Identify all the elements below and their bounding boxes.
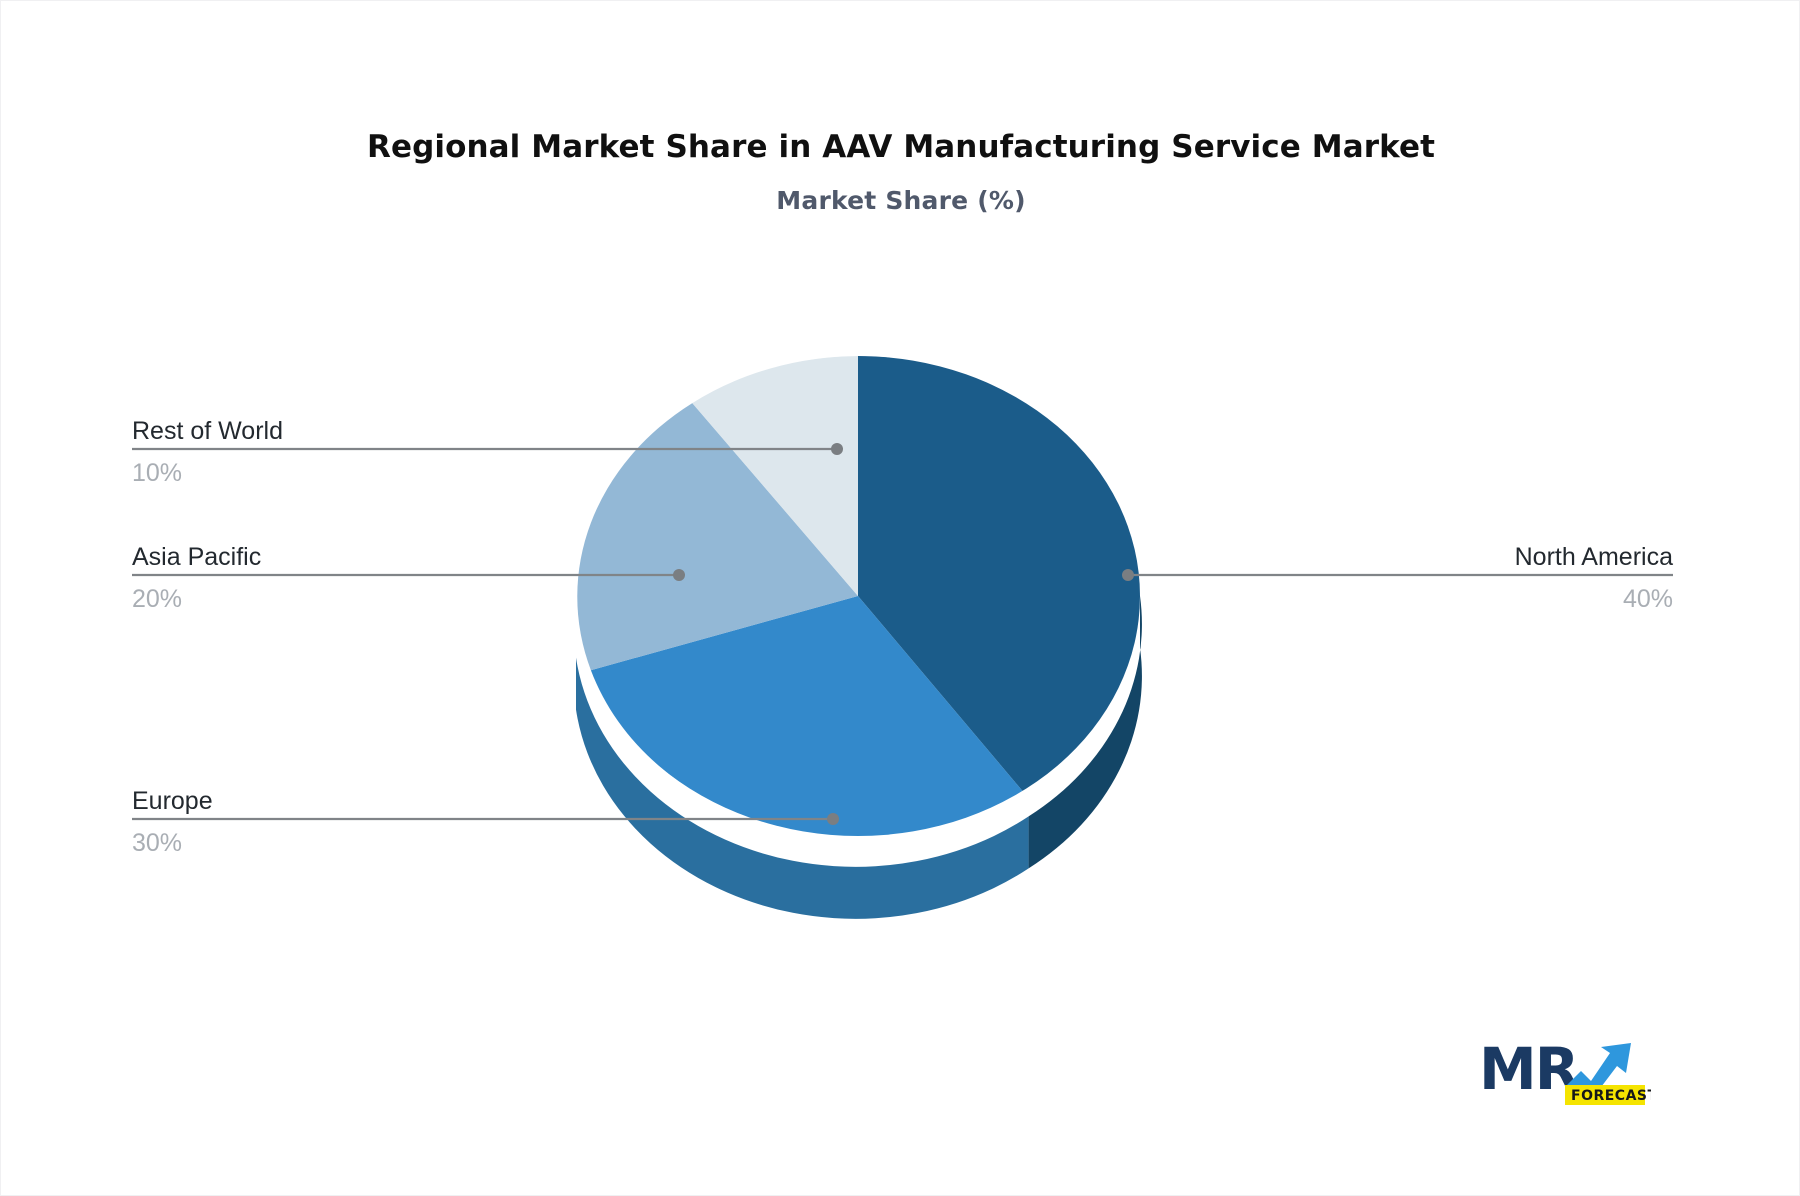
chart-title: Regional Market Share in AAV Manufacturi…: [366, 129, 1436, 165]
pie-slice-side-europe: [576, 596, 1029, 919]
callout-value-europe: 30%: [132, 829, 183, 857]
callout-rest-of-world: Rest of World 10%: [132, 416, 283, 488]
pie-slice-side-north-america: [1028, 596, 1142, 869]
callout-label-asia-pacific: Asia Pacific: [132, 543, 262, 571]
chart-subtitle: Market Share (%): [776, 186, 1026, 215]
pie-slice-europe[interactable]: [590, 596, 1024, 837]
logo-tag-text: FORECAST: [1571, 1088, 1651, 1104]
callout-north-america: North America 40%: [1515, 542, 1673, 614]
callout-label-europe: Europe: [132, 787, 213, 815]
pie-slice-asia-pacific[interactable]: [577, 403, 858, 671]
pie-slice-north-america[interactable]: [858, 356, 1144, 793]
pie-svg: [576, 356, 1144, 919]
pie-slice-rest-of-world[interactable]: [692, 356, 858, 596]
pie-chart: [576, 356, 1236, 976]
logo-tag-bg: [1565, 1085, 1645, 1105]
callout-label-north-america: North America: [1514, 543, 1673, 571]
callout-value-north-america: 40%: [1622, 585, 1673, 613]
callout-value-rest-of-world: 10%: [132, 459, 183, 487]
logo-mark-text: MR: [1479, 1035, 1579, 1103]
callout-value-asia-pacific: 20%: [132, 585, 183, 613]
callout-label-rest-of-world: Rest of World: [132, 417, 283, 445]
mr-forecast-logo: MR FORECAST: [1479, 1033, 1657, 1111]
callout-europe: Europe 30%: [132, 786, 213, 858]
logo-svg: MR FORECAST: [1479, 1035, 1657, 1105]
callout-asia-pacific: Asia Pacific 20%: [132, 542, 261, 614]
